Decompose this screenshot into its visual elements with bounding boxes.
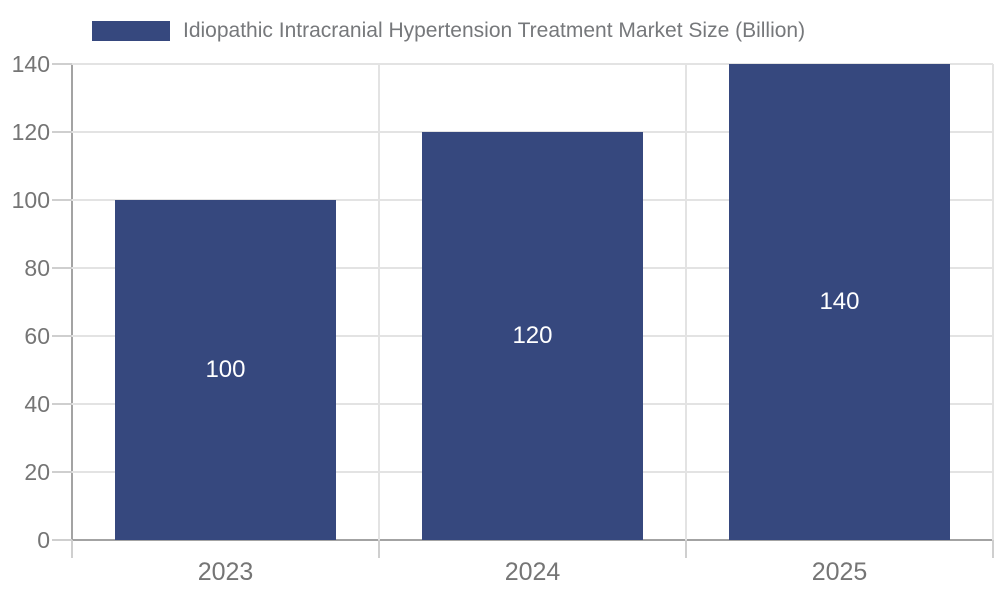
x-axis-tick-label: 2023 [197,558,254,586]
x-axis-line [71,539,993,541]
x-axis-tick [378,540,380,558]
x-axis-tick [992,540,994,558]
y-axis-tick-label: 40 [24,391,50,417]
y-axis-tick [52,471,72,473]
x-axis-tick [71,540,73,558]
y-axis-tick-label: 0 [37,527,50,553]
y-axis-tick-label: 20 [24,459,50,485]
y-axis-tick [52,63,72,65]
y-axis-tick [52,199,72,201]
y-axis-tick-label: 120 [11,119,50,145]
x-gridline [378,64,380,540]
bar-2023 [114,200,336,540]
y-axis-tick [52,539,72,541]
bar-value-label: 120 [512,322,553,349]
x-gridline [685,64,687,540]
y-axis-tick [52,403,72,405]
legend: Idiopathic Intracranial Hypertension Tre… [92,18,805,44]
y-axis-tick [52,131,72,133]
bar-value-label: 140 [819,288,860,315]
x-axis-tick [685,540,687,558]
y-axis-tick-label: 140 [11,51,50,77]
y-axis-tick-label: 60 [24,323,50,349]
y-axis-tick [52,267,72,269]
y-gridline [72,63,993,65]
bar-2024 [421,132,643,540]
y-axis-tick-label: 80 [24,255,50,281]
x-gridline [992,64,994,540]
x-axis-tick-label: 2025 [811,558,868,586]
legend-label: Idiopathic Intracranial Hypertension Tre… [183,19,806,42]
y-axis-line [71,64,73,542]
y-axis-tick [52,335,72,337]
legend-swatch [92,21,170,41]
y-axis-tick-label: 100 [11,187,50,213]
bar-2025 [728,64,950,540]
x-axis-tick-label: 2024 [504,558,561,586]
bar-value-label: 100 [205,356,246,383]
